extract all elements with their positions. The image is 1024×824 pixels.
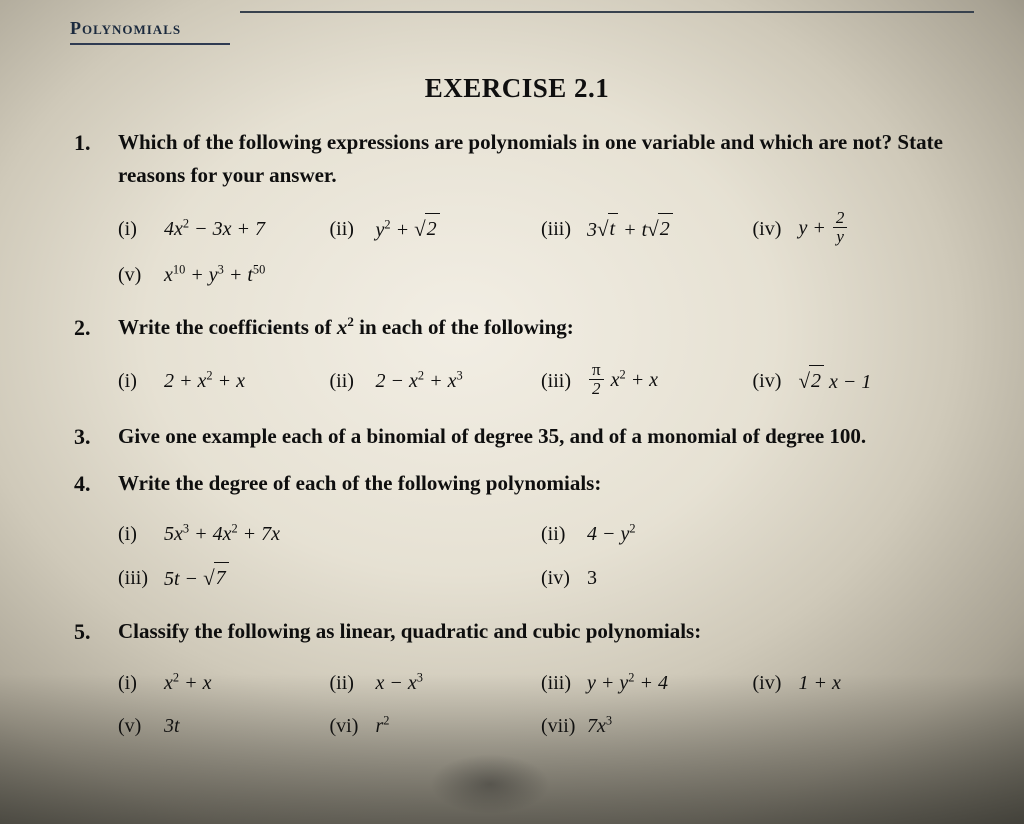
question-5: Classify the following as linear, quadra… bbox=[70, 615, 964, 748]
expr-7x3: 7x3 bbox=[587, 711, 612, 742]
top-horizontal-rule bbox=[240, 11, 974, 13]
q2-opt-iv: (iv) √2 x − 1 bbox=[753, 357, 965, 406]
expr-4-y2: 4 − y2 bbox=[587, 519, 636, 550]
q2-x2: x2 bbox=[337, 315, 354, 339]
expr-5x3+4x2+7x: 5x3 + 4x2 + 7x bbox=[164, 519, 280, 550]
q5-opt-ii: (ii) x − x3 bbox=[330, 662, 542, 705]
q4-opt-iii: (iii) 5t − √7 bbox=[118, 556, 541, 601]
expr-1+x: 1 + x bbox=[799, 668, 841, 699]
q2-options: (i) 2 + x2 + x (ii) 2 − x2 + x3 (iii) π2… bbox=[118, 357, 964, 406]
q2-opt-i: (i) 2 + x2 + x bbox=[118, 357, 330, 406]
q1-opt-iv: (iv) y + 2y bbox=[753, 205, 965, 254]
q4-opt-iv: (iv) 3 bbox=[541, 556, 964, 601]
q2-opt-ii: (ii) 2 − x2 + x3 bbox=[330, 357, 542, 406]
q5-opt-vi: (vi) r2 bbox=[330, 705, 542, 748]
expr-x10+y3+t50: x10 + y3 + t50 bbox=[164, 260, 265, 291]
expr-5t-sqrt7: 5t − √7 bbox=[164, 562, 229, 595]
expr-3sqrt-t+tsqrt2: 3√t + t√2 bbox=[587, 213, 673, 246]
question-1-text: Which of the following expressions are p… bbox=[118, 130, 943, 187]
expr-3t: 3t bbox=[164, 711, 180, 742]
expr-sqrt2x-1: √2 x − 1 bbox=[799, 365, 872, 398]
question-3-text: Give one example each of a binomial of d… bbox=[118, 424, 866, 448]
q4-opt-i: (i) 5x3 + 4x2 + 7x bbox=[118, 513, 541, 556]
expr-y2+sqrt2: y2 + √2 bbox=[376, 213, 440, 246]
question-4: Write the degree of each of the followin… bbox=[70, 467, 964, 602]
q5-opt-iii: (iii) y + y2 + 4 bbox=[541, 662, 753, 705]
expr-y+2overy: y + 2y bbox=[799, 211, 850, 248]
q1-opt-i: (i) 4x2 − 3x + 7 bbox=[118, 205, 330, 254]
q2-opt-iii: (iii) π2 x2 + x bbox=[541, 357, 753, 406]
textbook-page: Polynomials EXERCISE 2.1 Which of the fo… bbox=[0, 0, 1024, 824]
expr-2-x2+x3: 2 − x2 + x3 bbox=[376, 366, 463, 397]
expr-const-3: 3 bbox=[587, 563, 597, 594]
question-2: Write the coefficients of x2 in each of … bbox=[70, 311, 964, 406]
question-2-text-b: in each of the following: bbox=[354, 315, 574, 339]
q4-options: (i) 5x3 + 4x2 + 7x (ii) 4 − y2 (iii) 5t … bbox=[118, 513, 964, 601]
q1-opt-v: (v) x10 + y3 + t50 bbox=[118, 254, 964, 297]
q5-opt-vii: (vii) 7x3 bbox=[541, 705, 753, 748]
expr-pi2-x2+x: π2 x2 + x bbox=[587, 363, 658, 400]
question-1: Which of the following expressions are p… bbox=[70, 126, 964, 297]
question-4-text: Write the degree of each of the followin… bbox=[118, 471, 601, 495]
q1-opt-ii: (ii) y2 + √2 bbox=[330, 205, 542, 254]
q5-options: (i) x2 + x (ii) x − x3 (iii) y + y2 + 4 … bbox=[118, 662, 964, 748]
expr-2+x2+x: 2 + x2 + x bbox=[164, 366, 245, 397]
expr-4x2-3x+7: 4x2 − 3x + 7 bbox=[164, 214, 265, 245]
exercise-title: EXERCISE 2.1 bbox=[70, 73, 964, 104]
q5-opt-i: (i) x2 + x bbox=[118, 662, 330, 705]
q1-options: (i) 4x2 − 3x + 7 (ii) y2 + √2 (iii) 3√t … bbox=[118, 205, 964, 297]
q5-opt-v: (v) 3t bbox=[118, 705, 330, 748]
question-3: Give one example each of a binomial of d… bbox=[70, 420, 964, 453]
expr-x-x3: x − x3 bbox=[376, 668, 423, 699]
question-2-text-a: Write the coefficients of bbox=[118, 315, 337, 339]
chapter-heading: Polynomials bbox=[70, 18, 230, 45]
question-list: Which of the following expressions are p… bbox=[70, 126, 964, 748]
question-5-text: Classify the following as linear, quadra… bbox=[118, 619, 701, 643]
q4-opt-ii: (ii) 4 − y2 bbox=[541, 513, 964, 556]
q1-opt-iii: (iii) 3√t + t√2 bbox=[541, 205, 753, 254]
q5-opt-iv: (iv) 1 + x bbox=[753, 662, 965, 705]
expr-y+y2+4: y + y2 + 4 bbox=[587, 668, 668, 699]
expr-x2+x: x2 + x bbox=[164, 668, 211, 699]
expr-r2: r2 bbox=[376, 711, 390, 742]
